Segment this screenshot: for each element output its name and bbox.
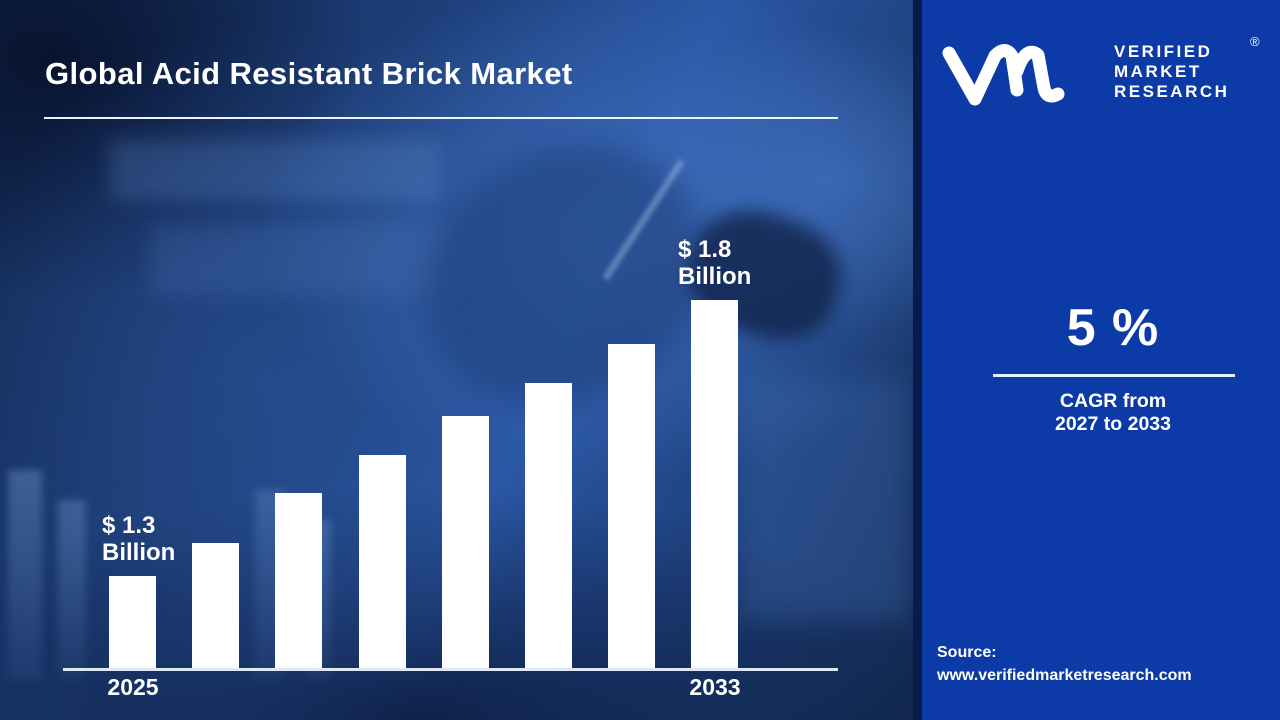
x-axis-line	[63, 668, 838, 671]
first-bar-value-label: $ 1.3 Billion	[102, 512, 176, 566]
bar-year-3	[275, 493, 322, 669]
bar-chart: 2025 2033 $ 1.3 Billion $ 1.8 Billion	[63, 236, 838, 700]
bar-year-6	[525, 383, 572, 669]
source-url[interactable]: www.verifiedmarketresearch.com	[937, 667, 1192, 684]
bar-year-2	[192, 543, 239, 669]
bar-2025	[109, 576, 156, 669]
cagr-caption: CAGR from 2027 to 2033	[1054, 390, 1171, 435]
registered-trademark-icon: ®	[1250, 34, 1260, 49]
bar-2033	[691, 300, 738, 669]
last-bar-value-label: $ 1.8 Billion	[678, 236, 752, 290]
x-tick-2033: 2033	[689, 674, 741, 700]
brand-wordmark: VERIFIED MARKET RESEARCH	[1114, 42, 1230, 101]
panel-divider	[913, 0, 922, 720]
x-tick-2025: 2025	[107, 674, 159, 700]
source-label: Source:	[937, 644, 997, 661]
bar-year-5	[442, 416, 489, 669]
bar-year-4	[359, 455, 406, 669]
sidebar: VERIFIED MARKET RESEARCH ® 5 % CAGR from…	[922, 0, 1280, 720]
vmr-logo-icon	[942, 44, 1065, 106]
stat-divider	[993, 374, 1235, 377]
cagr-value: 5 %	[1066, 299, 1160, 357]
source: Source: www.verifiedmarketresearch.com	[937, 641, 1192, 687]
title-underline	[44, 117, 838, 119]
chart-panel: Global Acid Resistant Brick Market 2025 …	[0, 0, 913, 720]
bar-year-7	[608, 344, 655, 669]
page-title: Global Acid Resistant Brick Market	[45, 56, 573, 91]
